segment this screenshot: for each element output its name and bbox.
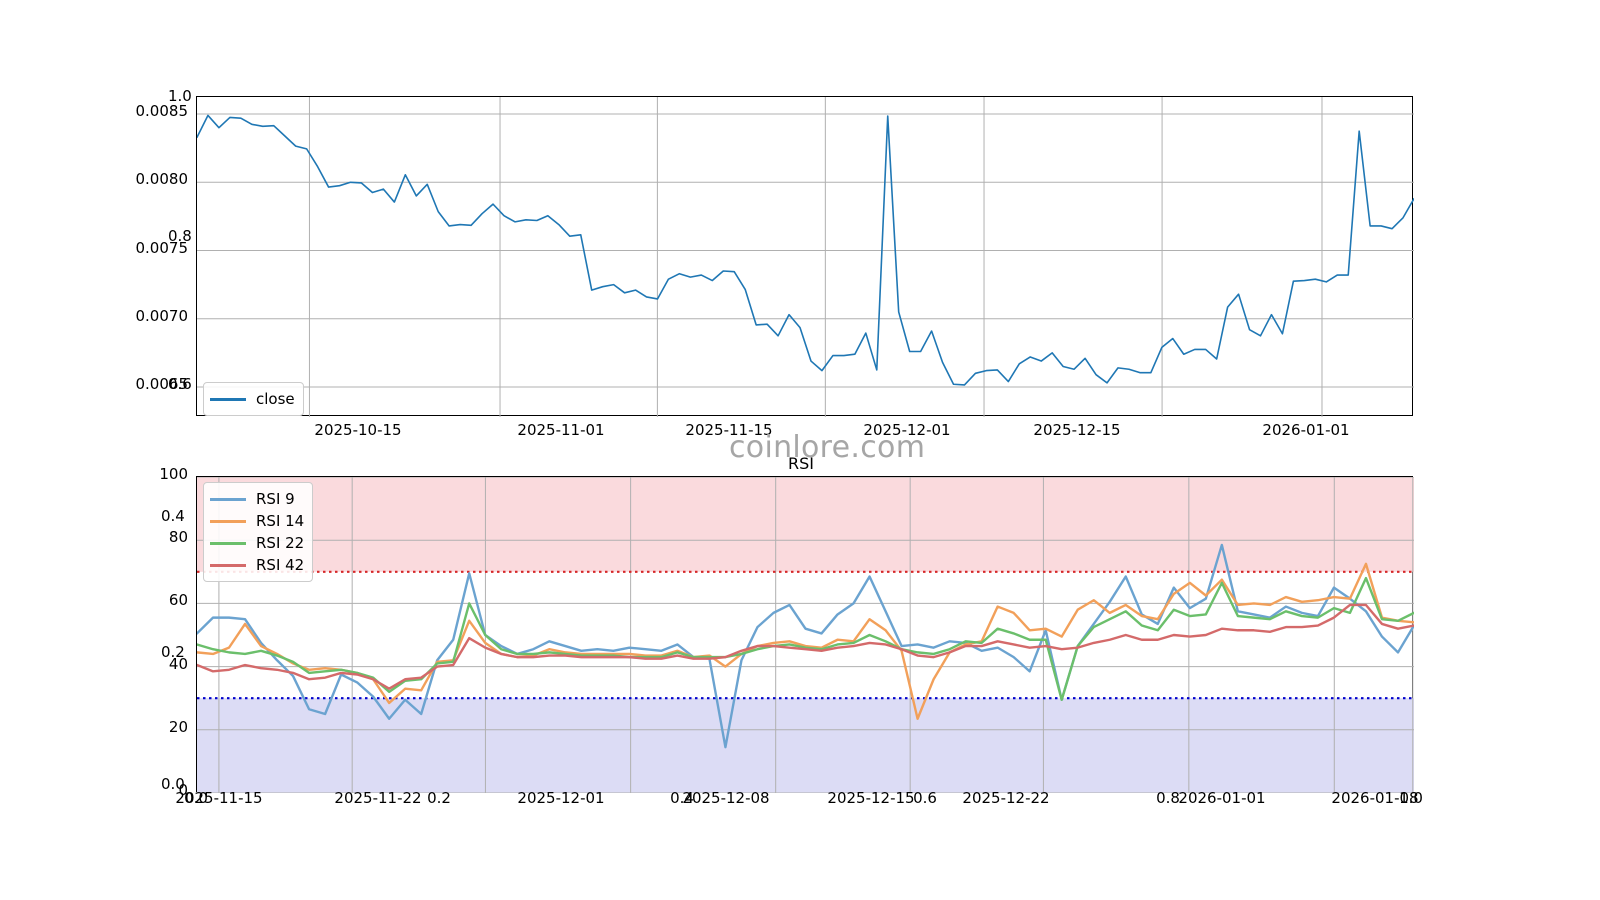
price-y-tick-1: 0.0080 — [135, 170, 189, 189]
price-x-tick-1: 2025-11-01 — [517, 421, 605, 439]
rsi-y-tick-0: 100 — [159, 465, 188, 483]
rsi-x-tick-2: 2025-12-01 — [517, 789, 605, 807]
rsi-x-tick-6: 2026-01-01 — [1178, 789, 1266, 807]
rsi-y-tick-4: 20 — [168, 717, 188, 736]
rsi-legend-label-0: RSI 9 — [256, 490, 295, 508]
price-y-tick-0: 0.0085 — [135, 102, 189, 121]
rsi-x-tick-7: 2026-01-08 — [1331, 789, 1419, 807]
price-x-tick-5: 2026-01-01 — [1262, 421, 1350, 439]
rsi-x-ghost-tick-2: 0.4 — [670, 789, 694, 807]
legend-swatch-rsi42 — [210, 563, 246, 567]
price-y-tick-3: 0.0070 — [135, 306, 189, 325]
price-y-tick-2: 0.0075 — [135, 238, 189, 257]
rsi-plot-area — [197, 477, 1414, 793]
rsi-line-rsi-14 — [197, 562, 1414, 720]
rsi-legend-label-2: RSI 22 — [256, 534, 305, 552]
rsi-legend-row-0[interactable]: RSI 9 — [210, 488, 304, 510]
rsi-legend-row-3[interactable]: RSI 42 — [210, 554, 304, 576]
rsi-y-ghost-tick-0: 0.4 — [161, 507, 185, 525]
rsi-x-tick-3: 2025-12-08 — [682, 789, 770, 807]
rsi-y-ghost-tick-2: 0.0 — [161, 775, 185, 793]
price-plot-area — [197, 97, 1414, 417]
price-x-tick-2: 2025-11-15 — [685, 421, 773, 439]
rsi-panel-title: RSI — [788, 454, 814, 473]
legend-swatch-rsi14 — [210, 519, 246, 523]
price-y-ghost-tick-2: 0.6 — [168, 375, 192, 393]
legend-swatch-rsi22 — [210, 541, 246, 545]
rsi-chart-panel[interactable] — [196, 476, 1414, 793]
legend-swatch-close — [210, 397, 246, 401]
price-y-tick-4: 0.0065 — [135, 375, 189, 393]
watermark-coinlore: coinlore.com — [729, 430, 926, 465]
price-x-tick-0: 2025-10-15 — [314, 421, 402, 439]
rsi-y-ghost-tick-1: 0.2 — [161, 643, 185, 661]
rsi-y-tick-2: 60 — [168, 591, 188, 610]
rsi-chart-legend[interactable]: RSI 9 RSI 14 RSI 22 RSI 42 — [203, 482, 314, 582]
rsi-legend-label-3: RSI 42 — [256, 556, 305, 574]
close-price-line — [197, 114, 1414, 386]
rsi-band-overbought-zone — [197, 477, 1414, 572]
legend-swatch-rsi9 — [210, 497, 246, 501]
price-x-tick-4: 2025-12-15 — [1033, 421, 1121, 439]
price-y-ghost-tick-0: 1.0 — [168, 87, 192, 105]
rsi-legend-label-1: RSI 14 — [256, 512, 305, 530]
rsi-x-tick-5: 2025-12-22 — [962, 789, 1050, 807]
rsi-x-ghost-tick-4: 0.8 — [1156, 789, 1180, 807]
price-chart-panel[interactable] — [196, 96, 1414, 417]
rsi-y-tick-5: 0 — [178, 781, 188, 799]
price-legend-row-0[interactable]: close — [210, 388, 295, 410]
rsi-line-rsi-42 — [197, 603, 1414, 690]
rsi-x-ghost-tick-1: 0.2 — [427, 789, 451, 807]
price-legend-label-0: close — [256, 390, 295, 408]
rsi-x-ghost-tick-5: 1.0 — [1399, 789, 1423, 807]
rsi-x-tick-0: 2025-11-15 — [175, 789, 263, 807]
rsi-x-ghost-tick-3: 0.6 — [913, 789, 937, 807]
rsi-x-tick-1: 2025-11-22 — [334, 789, 422, 807]
rsi-legend-row-1[interactable]: RSI 14 — [210, 510, 304, 532]
rsi-line-rsi-9 — [197, 543, 1414, 749]
rsi-x-ghost-tick-0: 0.0 — [184, 789, 208, 807]
price-x-tick-3: 2025-12-01 — [863, 421, 951, 439]
price-chart-legend[interactable]: close — [203, 382, 304, 416]
rsi-band-oversold-zone — [197, 698, 1414, 793]
rsi-y-tick-1: 80 — [168, 528, 188, 547]
rsi-line-rsi-22 — [197, 576, 1414, 701]
rsi-y-tick-3: 40 — [168, 654, 188, 673]
rsi-x-tick-4: 2025-12-15 — [827, 789, 915, 807]
price-y-ghost-tick-1: 0.8 — [168, 227, 192, 245]
rsi-legend-row-2[interactable]: RSI 22 — [210, 532, 304, 554]
